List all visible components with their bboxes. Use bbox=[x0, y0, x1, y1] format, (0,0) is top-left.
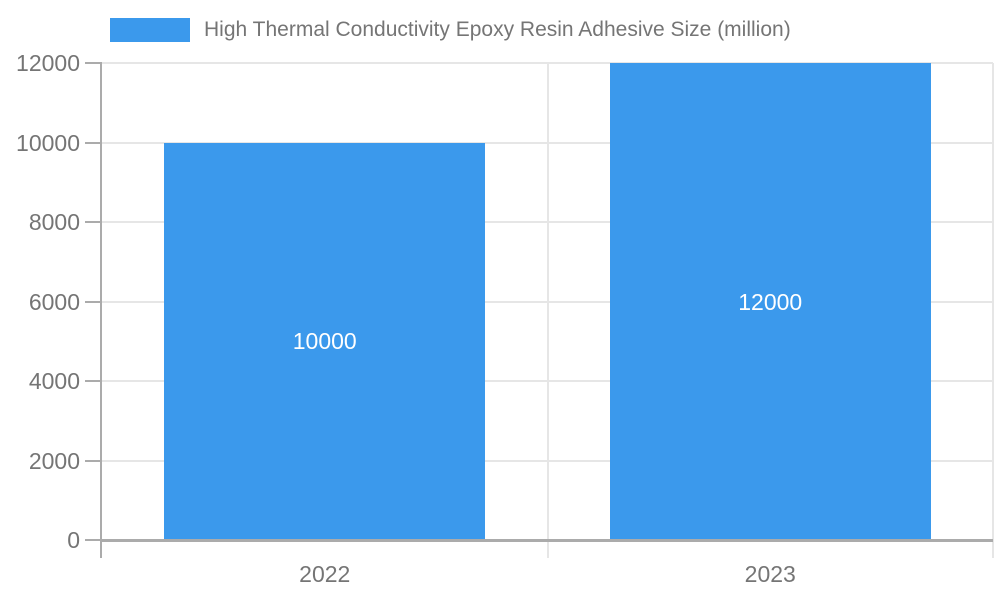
legend-swatch bbox=[110, 18, 190, 42]
y-axis-tick bbox=[85, 62, 102, 64]
y-axis-label: 12000 bbox=[16, 50, 80, 76]
y-axis-tick bbox=[85, 380, 102, 382]
x-axis-line bbox=[100, 538, 993, 542]
bar-value-label: 10000 bbox=[292, 328, 357, 355]
y-axis-tick bbox=[85, 539, 102, 541]
legend-label: High Thermal Conductivity Epoxy Resin Ad… bbox=[204, 18, 791, 41]
x-axis-label: 2023 bbox=[744, 561, 796, 587]
y-axis-tick bbox=[85, 459, 102, 462]
legend-item[interactable]: High Thermal Conductivity Epoxy Resin Ad… bbox=[110, 16, 791, 44]
x-axis-label: 2022 bbox=[299, 561, 351, 587]
bar-2022[interactable] bbox=[164, 142, 486, 540]
y-axis-label: 0 bbox=[67, 527, 80, 553]
y-axis-label: 8000 bbox=[28, 209, 80, 235]
v-gridline bbox=[992, 63, 994, 558]
y-axis-line bbox=[100, 63, 102, 558]
bar-value-label: 12000 bbox=[738, 288, 803, 315]
y-axis-tick bbox=[85, 300, 102, 303]
v-gridline bbox=[546, 63, 549, 558]
y-axis-label: 4000 bbox=[28, 368, 80, 394]
y-axis-label: 2000 bbox=[28, 447, 80, 474]
bar-2023[interactable] bbox=[609, 63, 931, 540]
y-axis-tick bbox=[85, 221, 102, 223]
y-axis-tick bbox=[85, 141, 102, 144]
y-axis-label: 10000 bbox=[16, 129, 80, 156]
y-axis-label: 6000 bbox=[28, 288, 80, 315]
